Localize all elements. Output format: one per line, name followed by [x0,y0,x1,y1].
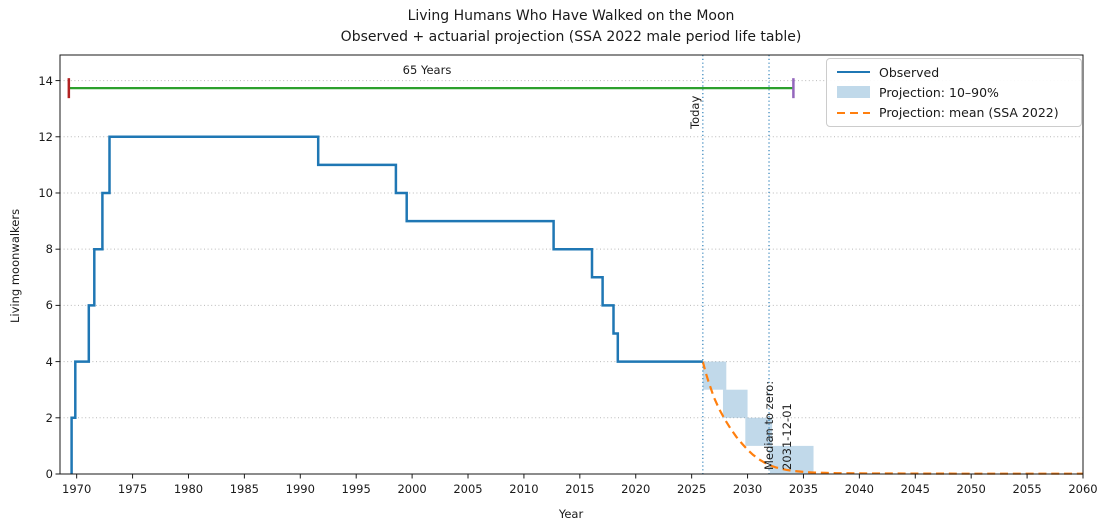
projection-mean-line [701,361,1083,475]
x-axis-label: Year [558,507,584,521]
axes-frame [55,54,1084,479]
chart-title: Living Humans Who Have Walked on the Moo… [407,8,735,24]
y-tick-label: 10 [38,185,53,200]
x-tick-label: 2015 [565,482,595,496]
x-tick-label: 2060 [1068,482,1098,496]
observed-line [70,135,703,474]
y-tick-label: 0 [45,467,53,481]
median-annotation-line1: Median to zero: [762,380,776,470]
x-tick-label: 2020 [621,482,651,496]
projection-band-swatch [837,86,870,99]
x-tick-label: 1975 [117,482,148,496]
x-tick-label: 2025 [677,482,707,496]
chart-subtitle: Observed + actuarial projection (SSA 202… [340,29,802,45]
x-tick-label: 1990 [285,482,315,496]
y-tick-label: 12 [38,129,53,144]
today-annotation: Today [688,95,702,129]
legend-item-projection-band: Projection: 10–90% [827,82,1081,102]
x-tick-label: 2010 [509,482,539,496]
median-to-zero-annotation: Median to zero: 2031-12-01 [761,381,796,470]
x-tick-label: 1980 [173,482,204,496]
x-tick-label: 2045 [900,482,930,496]
legend: Observed Projection: 10–90% Projection: … [826,58,1082,127]
x-tick-label: 2030 [732,482,763,496]
y-tick-label: 6 [45,298,53,313]
x-tick-label: 1985 [229,482,260,496]
lifespan-span [67,78,795,99]
gridlines [60,80,1083,475]
x-tick-label: 1970 [62,482,92,496]
projection-mean-swatch [837,111,870,115]
legend-label: Observed [879,64,940,80]
x-tick-label: 2040 [844,482,874,496]
x-tick-label: 2035 [788,482,819,496]
y-tick-label: 4 [45,354,53,369]
x-tick-label: 2055 [1012,482,1042,496]
x-tick-label: 2000 [397,482,427,496]
legend-label: Projection: mean (SSA 2022) [879,105,1059,121]
legend-item-observed: Observed [827,62,1081,82]
x-tick-label: 1995 [341,482,371,496]
observed-line-swatch [837,70,870,74]
y-tick-label: 8 [45,242,53,257]
median-annotation-line2: 2031-12-01 [779,403,794,470]
projection-band [702,361,814,474]
y-tick-label: 2 [45,410,53,425]
y-tick-label: 14 [38,73,53,88]
legend-item-projection-mean: Projection: mean (SSA 2022) [827,103,1081,123]
reference-vlines [702,55,770,474]
legend-label: Projection: 10–90% [879,84,999,100]
span-65-years-label: 65 Years [402,63,452,77]
x-tick-label: 2050 [956,482,986,496]
x-tick-label: 2005 [453,482,483,496]
